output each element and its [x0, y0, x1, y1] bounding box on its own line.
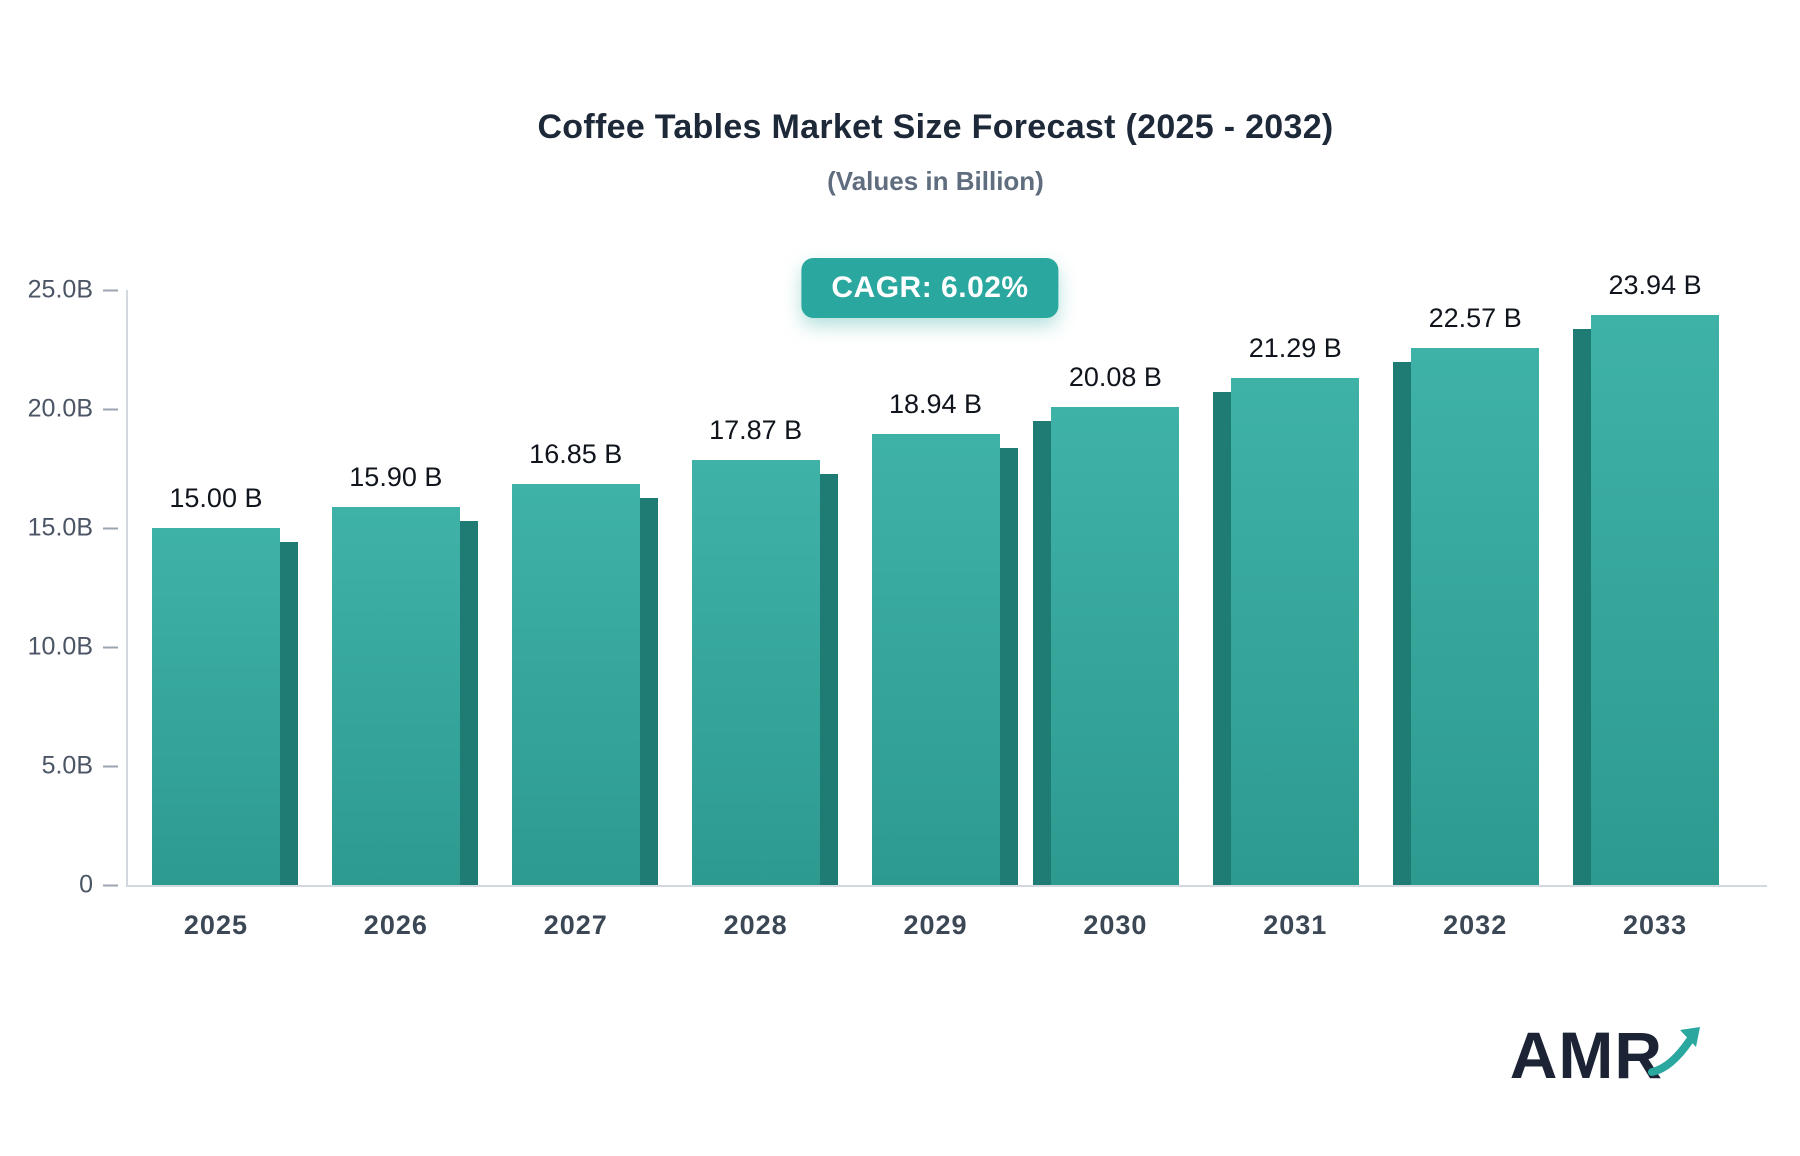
y-axis: 0 5.0B 10.0B 15.0B 20.0B 25.0B	[0, 276, 118, 899]
bar-side-face	[279, 542, 298, 885]
y-tick-label: 20.0B	[27, 394, 93, 423]
growth-arrow-icon	[1648, 1027, 1700, 1076]
bar-side-face	[819, 473, 838, 885]
bar-side-face	[1393, 361, 1412, 885]
bar	[1033, 407, 1180, 885]
bar-side-face	[999, 448, 1018, 885]
amr-logo-text: AMR	[1509, 1018, 1663, 1092]
bar-value-label: 22.57 B	[1428, 302, 1522, 333]
bar	[871, 434, 1018, 885]
bar-group: 18.94 B 2029	[846, 290, 1026, 940]
bar-side-face	[639, 497, 658, 885]
y-tick-mark	[103, 646, 118, 648]
cagr-badge: CAGR: 6.02%	[801, 258, 1059, 318]
chart-title: Coffee Tables Market Size Forecast (2025…	[537, 108, 1334, 146]
bar-group: 15.90 B 2026	[306, 290, 486, 940]
y-tick-label: 15.0B	[27, 513, 93, 542]
y-axis-line	[126, 290, 128, 885]
y-tick-mark	[103, 289, 118, 291]
bar-value-label: 15.90 B	[349, 461, 443, 492]
bar-side-face	[459, 520, 478, 885]
bar-series: 15.00 B 2025 15.90 B 2026 16.85 B 2027 17.87 B…	[126, 270, 1745, 940]
y-tick-mark	[103, 765, 118, 767]
bar-side-face	[1573, 329, 1592, 885]
x-axis-label: 2029	[903, 910, 968, 940]
y-axis-tick: 0	[79, 871, 118, 900]
bar-value-label: 21.29 B	[1248, 333, 1342, 364]
y-axis-tick: 10.0B	[28, 633, 118, 662]
bar	[1213, 378, 1360, 885]
y-tick-label: 5.0B	[41, 751, 93, 780]
plot-area: 15.00 B 2025 15.90 B 2026 16.85 B 2027 17.87 B…	[126, 270, 1767, 940]
bar-group: 23.94 B 2033	[1565, 270, 1745, 940]
bar-value-label: 17.87 B	[709, 414, 803, 445]
bar-value-label: 16.85 B	[529, 438, 623, 469]
x-axis-label: 2026	[363, 910, 428, 940]
bar	[1573, 315, 1720, 885]
y-tick-label: 0	[79, 870, 93, 899]
y-tick-label: 10.0B	[27, 632, 93, 661]
y-axis-tick: 5.0B	[42, 752, 118, 781]
y-axis-tick: 25.0B	[28, 276, 118, 305]
x-axis-line	[126, 885, 1767, 887]
bar	[331, 506, 478, 885]
y-tick-mark	[103, 527, 118, 529]
y-tick-label: 25.0B	[27, 275, 93, 304]
x-axis-label: 2032	[1443, 910, 1508, 940]
x-axis-label: 2031	[1263, 910, 1328, 940]
bar-group: 16.85 B 2027	[486, 290, 666, 940]
bar-value-label: 20.08 B	[1068, 362, 1162, 393]
bar-group: 20.08 B 2030	[1025, 290, 1205, 940]
chart-subtitle: (Values in Billion)	[827, 166, 1044, 196]
x-axis-label: 2025	[183, 910, 248, 940]
bar-value-label: 23.94 B	[1608, 270, 1702, 301]
x-axis-label: 2027	[543, 910, 608, 940]
x-axis-label: 2033	[1623, 910, 1688, 940]
bar	[151, 528, 298, 885]
bar	[1393, 347, 1540, 885]
bar-group: 21.29 B 2031	[1205, 290, 1385, 940]
bar	[691, 459, 838, 885]
amr-logo: AMR	[1510, 1022, 1705, 1088]
bar-group: 17.87 B 2028	[666, 290, 846, 940]
y-tick-mark	[103, 884, 118, 886]
bar-side-face	[1213, 392, 1232, 885]
bar-value-label: 18.94 B	[888, 389, 983, 420]
x-axis-label: 2028	[723, 910, 788, 940]
y-axis-tick: 20.0B	[28, 395, 118, 424]
x-axis-label: 2030	[1083, 910, 1148, 940]
bar-group: 22.57 B 2032	[1385, 290, 1565, 940]
bar-group: 15.00 B 2025	[126, 290, 306, 940]
y-tick-mark	[103, 408, 118, 410]
bar	[511, 483, 658, 885]
bar-value-label: 15.00 B	[169, 483, 263, 513]
y-axis-tick: 15.0B	[28, 514, 118, 543]
bar-side-face	[1033, 421, 1052, 885]
